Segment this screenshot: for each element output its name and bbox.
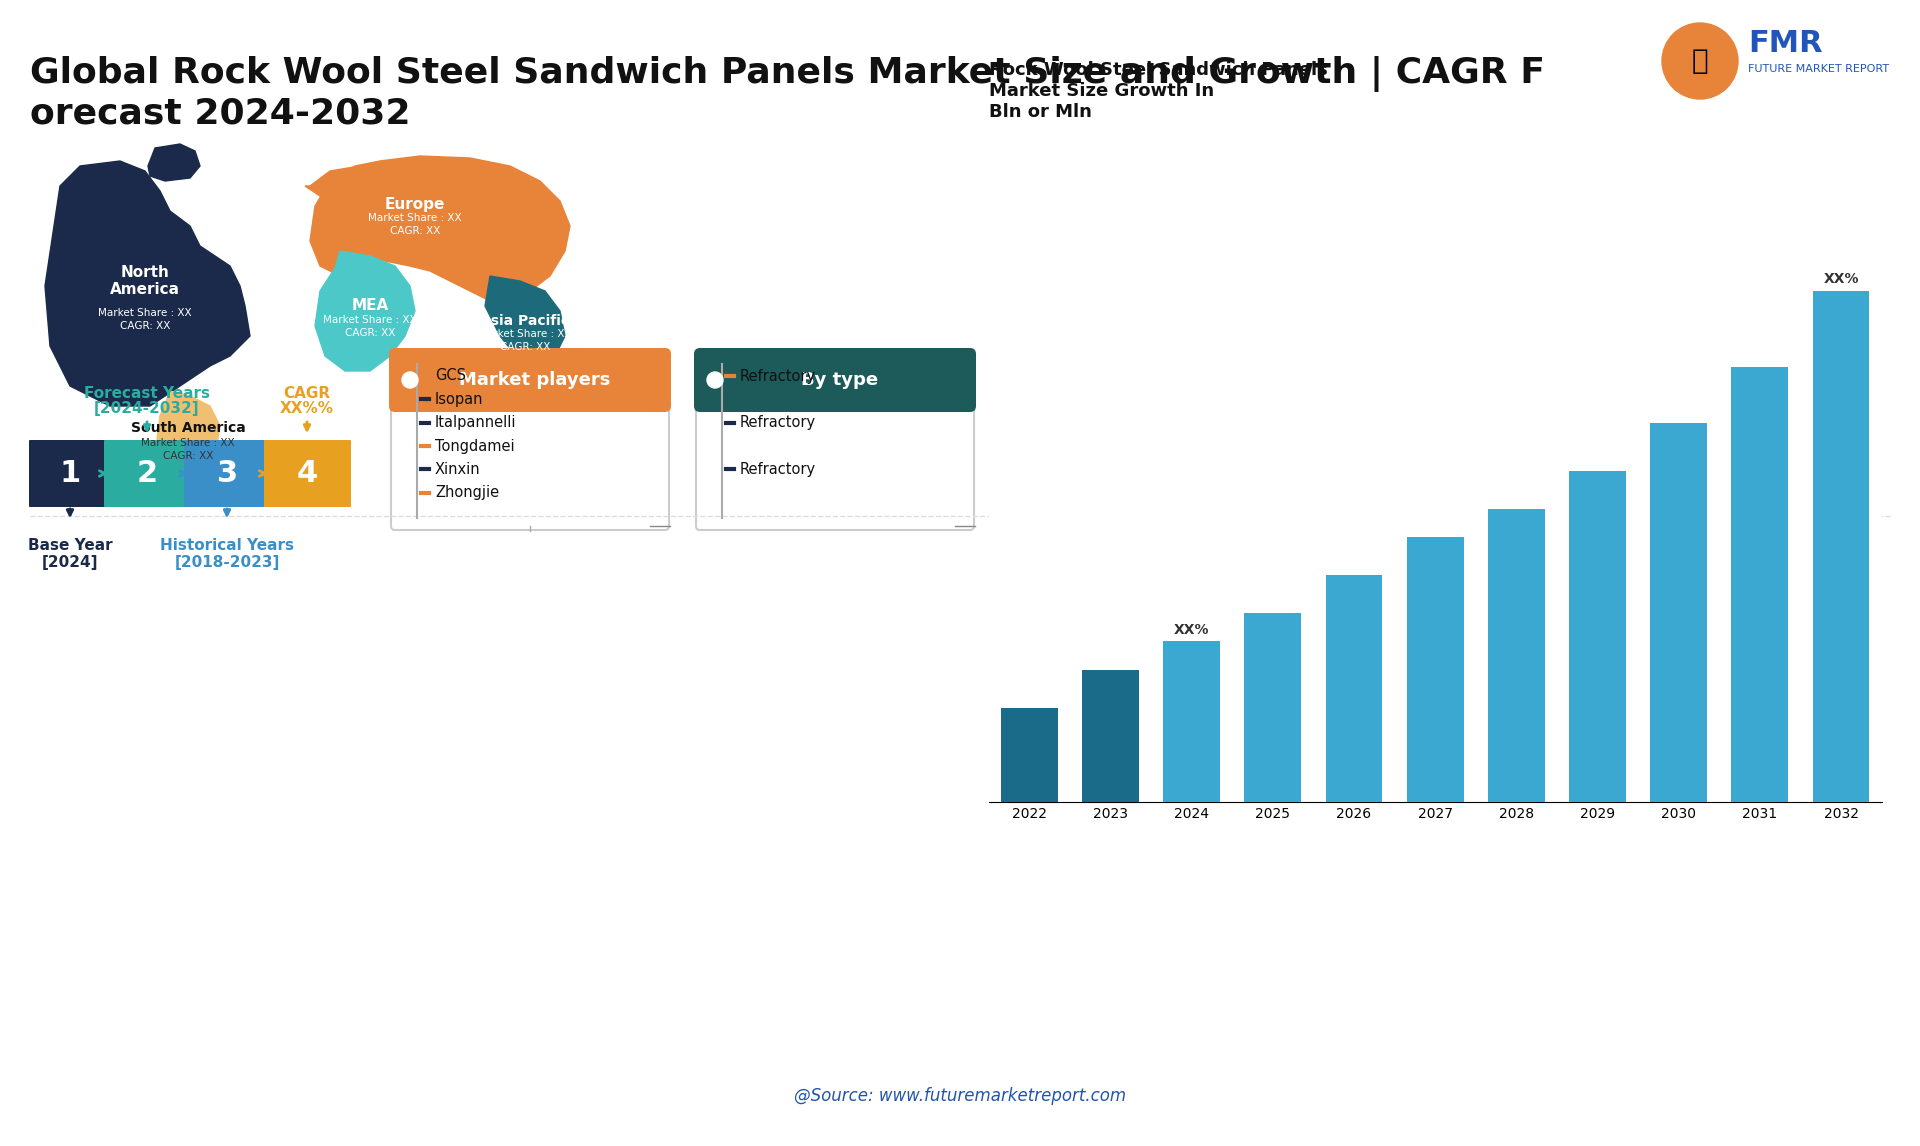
Text: Others: Others bbox=[1050, 473, 1100, 488]
Circle shape bbox=[1018, 372, 1033, 388]
Text: MEA: MEA bbox=[351, 298, 388, 314]
Text: Market Share : XX: Market Share : XX bbox=[478, 329, 572, 339]
Bar bbox=[1732, 367, 1788, 802]
Polygon shape bbox=[315, 251, 415, 371]
Text: Italpannelli: Italpannelli bbox=[436, 415, 516, 430]
Bar bbox=[1569, 471, 1626, 802]
Text: Market Share : XX: Market Share : XX bbox=[323, 315, 417, 325]
Polygon shape bbox=[148, 144, 200, 181]
Text: Base Year: Base Year bbox=[27, 537, 111, 554]
Text: Refractory: Refractory bbox=[739, 462, 816, 477]
Text: Zhongjie: Zhongjie bbox=[436, 485, 499, 500]
Text: CAGR: XX: CAGR: XX bbox=[390, 226, 440, 236]
Text: CAGR: XX: CAGR: XX bbox=[119, 321, 171, 331]
Bar bbox=[1325, 575, 1382, 802]
FancyBboxPatch shape bbox=[265, 440, 351, 507]
FancyBboxPatch shape bbox=[392, 352, 668, 529]
Polygon shape bbox=[486, 276, 564, 366]
Text: CAGR: XX: CAGR: XX bbox=[499, 342, 551, 352]
Text: Global Rock Wool Steel Sandwich Panels Market Size and Growth | CAGR F: Global Rock Wool Steel Sandwich Panels M… bbox=[31, 56, 1546, 92]
Text: 🔭: 🔭 bbox=[1692, 47, 1709, 74]
Text: Isopan: Isopan bbox=[436, 392, 484, 407]
Text: 2: 2 bbox=[136, 460, 157, 488]
Text: XX%%: XX%% bbox=[280, 401, 334, 416]
Polygon shape bbox=[305, 166, 449, 246]
Text: [2018-2023]: [2018-2023] bbox=[175, 555, 280, 570]
Polygon shape bbox=[309, 156, 570, 306]
FancyBboxPatch shape bbox=[1004, 348, 1286, 413]
Text: CAGR: XX: CAGR: XX bbox=[346, 328, 396, 338]
Bar bbox=[1651, 424, 1707, 802]
Circle shape bbox=[401, 372, 419, 388]
Bar bbox=[1164, 642, 1219, 802]
Text: Building: Building bbox=[1050, 403, 1110, 418]
Polygon shape bbox=[488, 398, 545, 446]
Text: 1: 1 bbox=[60, 460, 81, 488]
Text: Asia Pacific: Asia Pacific bbox=[480, 314, 570, 328]
Text: Market Share : XX: Market Share : XX bbox=[369, 213, 463, 223]
Text: South America: South America bbox=[131, 421, 246, 435]
Bar bbox=[1812, 291, 1870, 802]
Text: GCS: GCS bbox=[436, 369, 467, 384]
Bar bbox=[1083, 669, 1139, 802]
Text: Market Share : XX: Market Share : XX bbox=[98, 308, 192, 317]
Circle shape bbox=[1663, 23, 1738, 99]
Text: Europe: Europe bbox=[384, 196, 445, 212]
Text: [2024]: [2024] bbox=[42, 555, 98, 570]
FancyBboxPatch shape bbox=[390, 348, 670, 413]
Text: Tongdamei: Tongdamei bbox=[436, 439, 515, 454]
FancyBboxPatch shape bbox=[104, 440, 190, 507]
Text: Refractory: Refractory bbox=[739, 415, 816, 430]
Text: Cold: Cold bbox=[1050, 439, 1083, 454]
Text: Market Share : XX: Market Share : XX bbox=[142, 438, 234, 448]
Text: orecast 2024-2032: orecast 2024-2032 bbox=[31, 96, 411, 129]
Text: Rock Wool Steel Sandwich Panels
Market Size Growth In
Bln or Mln: Rock Wool Steel Sandwich Panels Market S… bbox=[989, 61, 1327, 120]
Bar bbox=[1000, 707, 1058, 802]
Text: FMR: FMR bbox=[1747, 29, 1822, 57]
Text: 4: 4 bbox=[298, 460, 319, 488]
FancyBboxPatch shape bbox=[695, 352, 973, 529]
Text: Market players: Market players bbox=[459, 371, 611, 388]
Polygon shape bbox=[156, 391, 221, 507]
Text: By type: By type bbox=[801, 371, 879, 388]
Text: [2024-2032]: [2024-2032] bbox=[94, 401, 200, 416]
Text: Forecast Years: Forecast Years bbox=[84, 386, 209, 401]
Text: CAGR: CAGR bbox=[284, 386, 330, 401]
Text: 3: 3 bbox=[217, 460, 238, 488]
Text: CAGR: XX: CAGR: XX bbox=[163, 452, 213, 461]
Text: Refractory: Refractory bbox=[739, 369, 816, 384]
Bar bbox=[1244, 613, 1302, 802]
Text: @Source: www.futuremarketreport.com: @Source: www.futuremarketreport.com bbox=[795, 1088, 1125, 1105]
Text: North
America: North America bbox=[109, 265, 180, 297]
Text: Xinxin: Xinxin bbox=[436, 462, 480, 477]
FancyBboxPatch shape bbox=[693, 348, 975, 413]
Text: FUTURE MARKET REPORT: FUTURE MARKET REPORT bbox=[1747, 64, 1889, 74]
Bar bbox=[1407, 537, 1463, 802]
Text: XX%: XX% bbox=[1173, 622, 1210, 637]
Text: Historical Years: Historical Years bbox=[159, 537, 294, 554]
Bar bbox=[1488, 509, 1546, 802]
FancyBboxPatch shape bbox=[1006, 352, 1284, 529]
Text: Building: Building bbox=[1050, 369, 1110, 384]
Polygon shape bbox=[44, 160, 250, 406]
FancyBboxPatch shape bbox=[29, 440, 111, 507]
Circle shape bbox=[707, 372, 724, 388]
Text: By application: By application bbox=[1077, 371, 1221, 388]
FancyBboxPatch shape bbox=[184, 440, 271, 507]
Text: XX%: XX% bbox=[1824, 273, 1859, 286]
